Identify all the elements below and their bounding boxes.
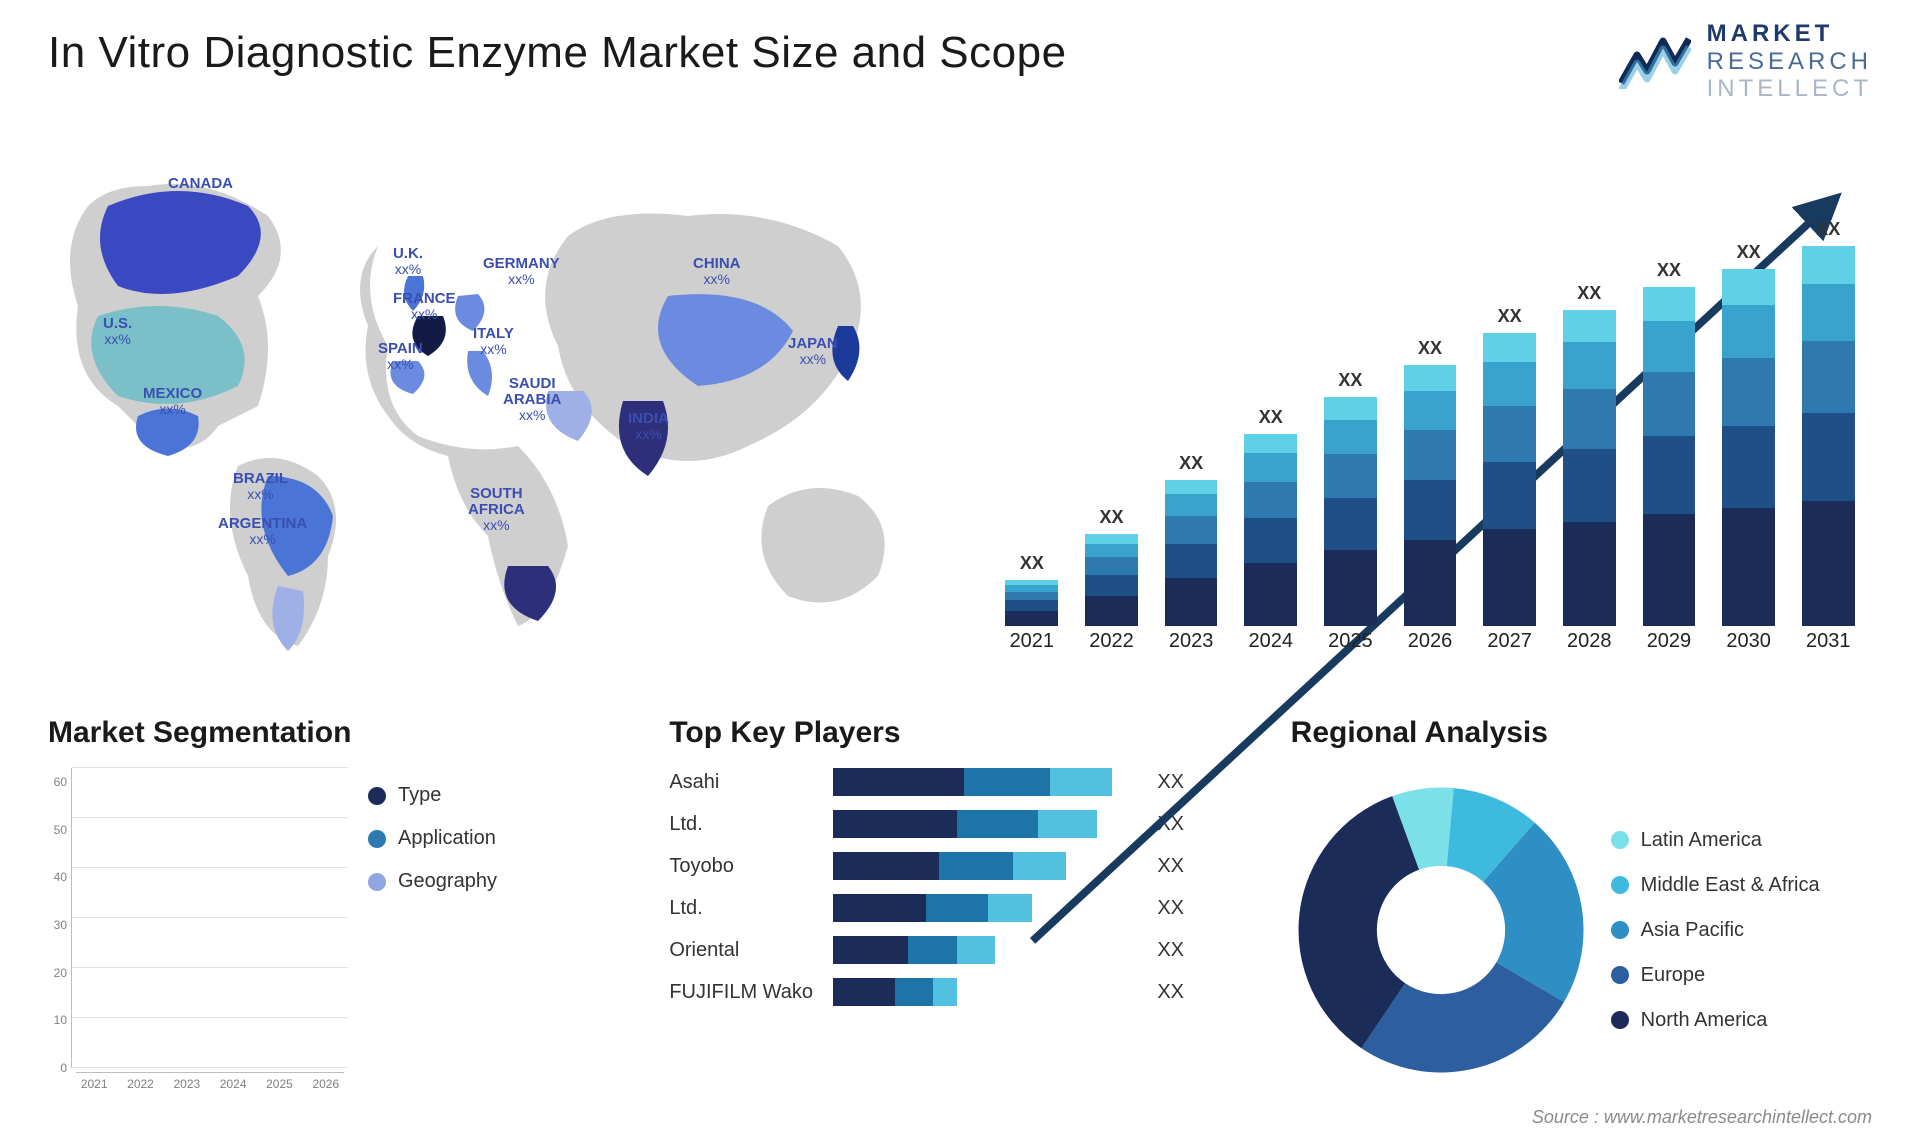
map-label-japan: JAPANxx% [788, 336, 838, 366]
page-title: In Vitro Diagnostic Enzyme Market Size a… [48, 28, 1872, 78]
growth-bar-2027: XX [1476, 306, 1544, 626]
seg-ytick: 60 [48, 775, 71, 789]
map-label-italy: ITALYxx% [473, 326, 514, 356]
seg-xtick: 2022 [122, 1073, 158, 1096]
segmentation-chart: 0 10 20 30 40 50 60 2021 2022 2023 2024 2025 2026 [48, 764, 348, 1096]
seg-legend-item: Geography [368, 870, 629, 893]
map-label-south-africa: SOUTHAFRICAxx% [468, 486, 525, 532]
map-label-u-s-: U.S.xx% [103, 316, 132, 346]
seg-xtick: 2025 [261, 1073, 297, 1096]
growth-xtick: 2023 [1157, 630, 1225, 666]
growth-xtick: 2030 [1715, 630, 1783, 666]
map-label-spain: SPAINxx% [378, 341, 423, 371]
growth-bar-2024: XX [1237, 407, 1305, 626]
growth-bar-2026: XX [1396, 338, 1464, 626]
kp-label: Ltd. [669, 897, 819, 920]
legend-label: North America [1641, 1009, 1768, 1032]
kp-label: Toyobo [669, 855, 819, 878]
growth-xtick: 2021 [998, 630, 1066, 666]
map-label-canada: CANADAxx% [168, 176, 233, 206]
map-label-france: FRANCExx% [393, 291, 456, 321]
growth-xtick: 2025 [1317, 630, 1385, 666]
logo-line1: MARKET [1707, 20, 1872, 48]
seg-xtick: 2021 [76, 1073, 112, 1096]
growth-bar-2031: XX [1794, 219, 1862, 626]
legend-dot-icon [368, 830, 386, 848]
regional-legend-item: North America [1611, 1009, 1872, 1032]
kp-label: FUJIFILM Wako [669, 981, 819, 1004]
seg-legend-item: Type [368, 784, 629, 807]
brand-logo: MARKET RESEARCH INTELLECT [1619, 20, 1872, 103]
seg-ytick: 40 [48, 870, 71, 884]
growth-value-label: XX [1498, 306, 1522, 327]
legend-label: Geography [398, 870, 497, 893]
growth-xtick: 2026 [1396, 630, 1464, 666]
growth-bar-2021: XX [998, 553, 1066, 626]
legend-label: Type [398, 784, 441, 807]
map-label-china: CHINAxx% [693, 256, 741, 286]
logo-mark-icon [1619, 33, 1691, 89]
growth-xtick: 2024 [1237, 630, 1305, 666]
map-label-mexico: MEXICOxx% [143, 386, 202, 416]
legend-dot-icon [1611, 1011, 1629, 1029]
growth-value-label: XX [1816, 219, 1840, 240]
kp-label: Oriental [669, 939, 819, 962]
map-label-brazil: BRAZILxx% [233, 471, 288, 501]
growth-bar-2030: XX [1715, 242, 1783, 626]
growth-value-label: XX [1259, 407, 1283, 428]
map-label-germany: GERMANYxx% [483, 256, 560, 286]
growth-value-label: XX [1099, 507, 1123, 528]
source-credit: Source : www.marketresearchintellect.com [1532, 1107, 1872, 1128]
map-label-argentina: ARGENTINAxx% [218, 516, 307, 546]
growth-value-label: XX [1577, 283, 1601, 304]
growth-xtick: 2028 [1555, 630, 1623, 666]
growth-value-label: XX [1338, 370, 1362, 391]
map-label-u-k-: U.K.xx% [393, 246, 423, 276]
growth-chart: XX XX XX XX XX XX XX XX XX XX [988, 126, 1872, 686]
seg-ytick: 10 [48, 1013, 71, 1027]
segmentation-panel: Market Segmentation 0 10 20 30 40 50 60 2021 20… [48, 716, 629, 1096]
kp-label: Asahi [669, 771, 819, 794]
seg-ytick: 20 [48, 966, 71, 980]
seg-ytick: 50 [48, 823, 71, 837]
seg-ytick: 30 [48, 918, 71, 932]
growth-xtick: 2022 [1078, 630, 1146, 666]
seg-xtick: 2024 [215, 1073, 251, 1096]
map-country-italy [467, 351, 492, 396]
growth-value-label: XX [1020, 553, 1044, 574]
logo-line3: INTELLECT [1707, 75, 1872, 103]
growth-bar-2029: XX [1635, 260, 1703, 626]
seg-xtick: 2026 [308, 1073, 344, 1096]
growth-bar-2023: XX [1157, 453, 1225, 627]
world-map: CANADAxx% U.S.xx% MEXICOxx% BRAZILxx% ARGENT… [48, 126, 948, 686]
segmentation-title: Market Segmentation [48, 716, 629, 750]
legend-dot-icon [368, 873, 386, 891]
seg-ytick: 0 [48, 1061, 71, 1075]
growth-bar-2025: XX [1317, 370, 1385, 626]
seg-xtick: 2023 [169, 1073, 205, 1096]
map-label-india: INDIAxx% [628, 411, 669, 441]
growth-bar-2028: XX [1555, 283, 1623, 626]
growth-value-label: XX [1737, 242, 1761, 263]
legend-label: Application [398, 827, 496, 850]
growth-xtick: 2029 [1635, 630, 1703, 666]
growth-value-label: XX [1418, 338, 1442, 359]
logo-line2: RESEARCH [1707, 48, 1872, 76]
growth-value-label: XX [1179, 453, 1203, 474]
kp-label: Ltd. [669, 813, 819, 836]
growth-xtick: 2027 [1476, 630, 1544, 666]
growth-xtick: 2031 [1794, 630, 1862, 666]
map-label-saudi-arabia: SAUDIARABIAxx% [503, 376, 561, 422]
growth-bar-2022: XX [1078, 507, 1146, 626]
growth-value-label: XX [1657, 260, 1681, 281]
seg-legend-item: Application [368, 827, 629, 850]
legend-dot-icon [368, 787, 386, 805]
segmentation-legend: Type Application Geography [368, 764, 629, 1096]
